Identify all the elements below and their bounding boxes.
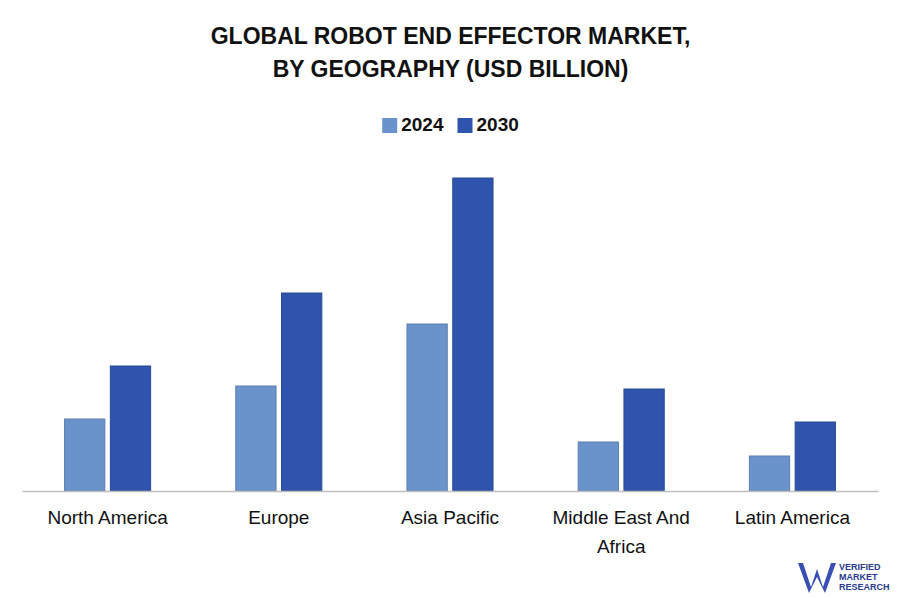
legend-label: 2030	[477, 114, 519, 135]
x-tick-label: North America	[47, 507, 168, 528]
logo-text: RESEARCH	[839, 582, 890, 592]
bar	[749, 456, 789, 491]
title: GLOBAL ROBOT END EFFECTOR MARKET,BY GEOG…	[211, 23, 691, 82]
x-tick-label: Latin America	[735, 507, 851, 528]
x-tick: Asia Pacific	[401, 491, 499, 528]
bar	[453, 178, 493, 491]
bar	[65, 419, 105, 491]
legend-item: 2030	[458, 114, 519, 135]
legend-label: 2024	[401, 114, 444, 135]
logo-text: MARKET	[839, 572, 878, 582]
bar	[624, 389, 664, 491]
x-axis: North America Europe Asia Pacific Middle Ea…	[23, 491, 879, 557]
bar	[795, 422, 835, 491]
logo-mark	[798, 563, 836, 593]
legend-item: 2024	[382, 114, 444, 135]
bar	[110, 366, 150, 491]
logo: VERIFIEDMARKETRESEARCH	[798, 562, 890, 593]
legend: 2024 2030	[382, 114, 519, 135]
x-tick-label: Middle East AndAfrica	[553, 507, 690, 557]
x-tick: North America	[47, 491, 168, 528]
bar	[578, 442, 618, 491]
x-tick: Europe	[248, 491, 309, 528]
bar	[407, 324, 447, 491]
x-axis-line	[23, 491, 879, 492]
chart: GLOBAL ROBOT END EFFECTOR MARKET,BY GEOG…	[0, 0, 901, 598]
legend-swatch	[458, 118, 473, 133]
bar	[236, 386, 276, 491]
x-tick: Latin America	[735, 491, 851, 528]
x-tick-label: Europe	[248, 507, 309, 528]
x-tick-label: Asia Pacific	[401, 507, 499, 528]
bars	[65, 178, 836, 491]
logo-text: VERIFIED	[839, 562, 881, 572]
bar	[282, 293, 322, 491]
legend-swatch	[382, 118, 397, 133]
x-tick: Middle East AndAfrica	[553, 491, 690, 557]
